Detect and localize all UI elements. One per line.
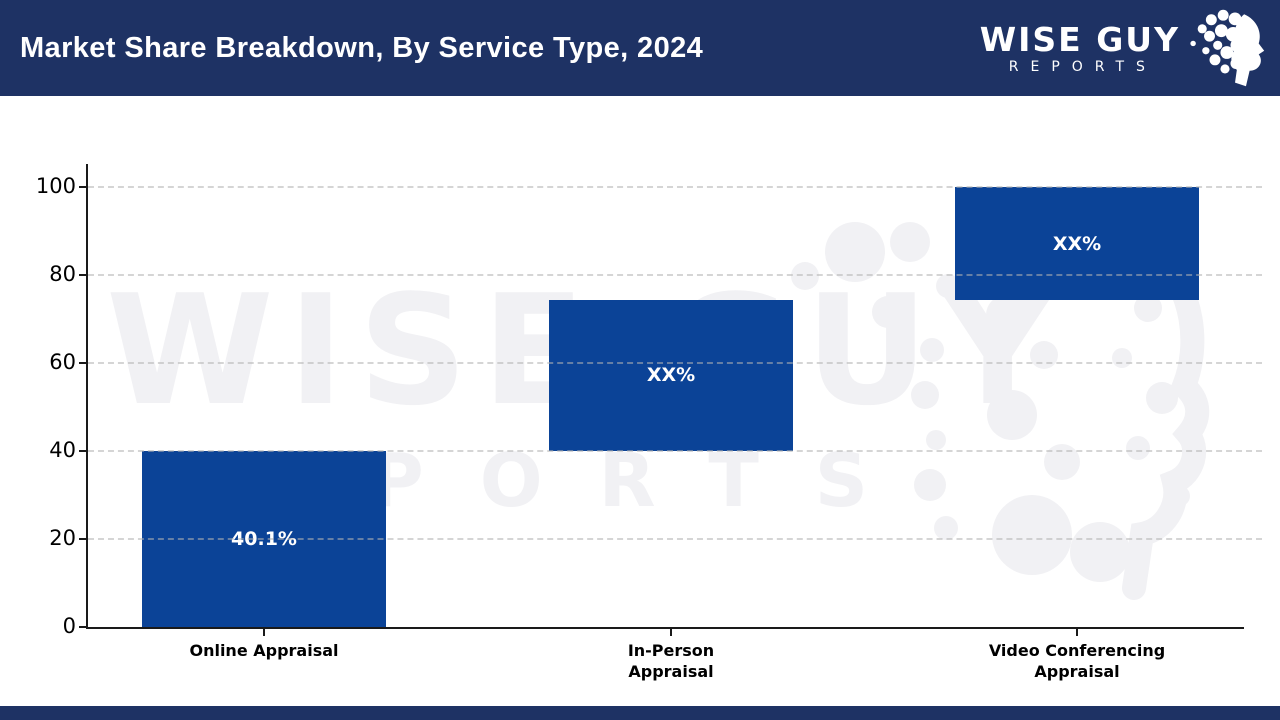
x-category-label-0: Online Appraisal	[94, 640, 434, 661]
chart-title: Market Share Breakdown, By Service Type,…	[20, 31, 704, 64]
gridline-40	[88, 450, 1262, 452]
logo-reports-text: REPORTS	[1008, 58, 1157, 75]
wise-guy-reports-logo: WISE GUY REPORTS	[980, 7, 1266, 89]
x-axis-line	[86, 627, 1244, 629]
x-category-label-line: Video Conferencing	[988, 641, 1166, 660]
x-category-label-2: Video Conferencing Appraisal	[907, 640, 1247, 682]
y-tick-label-0: 0	[62, 614, 76, 638]
x-tick-mark-1	[670, 628, 672, 636]
report-header: Market Share Breakdown, By Service Type,…	[0, 0, 1280, 96]
watermark-head-graphic	[791, 221, 1210, 600]
gridline-20	[88, 538, 1262, 540]
bar-value-label: XX%	[646, 364, 696, 387]
y-tick-label-100: 100	[35, 174, 76, 198]
x-tick-mark-0	[263, 628, 265, 636]
gridline-60	[88, 362, 1262, 364]
x-category-label-line: Appraisal	[628, 662, 714, 681]
y-tick-mark-100	[79, 186, 87, 188]
logo-wise-guy-text: WISE GUY	[979, 19, 1180, 59]
y-tick-label-20: 20	[49, 526, 76, 550]
x-category-label-line: Online Appraisal	[189, 641, 339, 660]
x-tick-mark-2	[1076, 628, 1078, 636]
y-tick-label-60: 60	[49, 350, 76, 374]
y-tick-label-80: 80	[49, 262, 76, 286]
logo-head-icon	[1190, 9, 1265, 87]
x-category-label-line: In-Person	[627, 641, 715, 660]
bar-value-label: XX%	[1052, 232, 1102, 255]
x-category-label-1: In-Person Appraisal	[501, 640, 841, 682]
y-tick-mark-80	[79, 274, 87, 276]
gridline-100	[88, 186, 1262, 188]
bar-video-conferencing-appraisal: XX%	[955, 187, 1199, 301]
logo-wordmark: WISE GUY REPORTS	[980, 23, 1180, 74]
bar-in-person-appraisal: XX%	[549, 300, 793, 451]
y-axis-line	[86, 164, 88, 629]
y-tick-mark-20	[79, 538, 87, 540]
y-tick-mark-40	[79, 450, 87, 452]
x-category-label-line: Appraisal	[1034, 662, 1120, 681]
y-tick-label-40: 40	[49, 438, 76, 462]
gridline-80	[88, 274, 1262, 276]
y-tick-mark-60	[79, 362, 87, 364]
y-tick-mark-0	[79, 626, 87, 628]
footer-bar	[0, 706, 1280, 720]
